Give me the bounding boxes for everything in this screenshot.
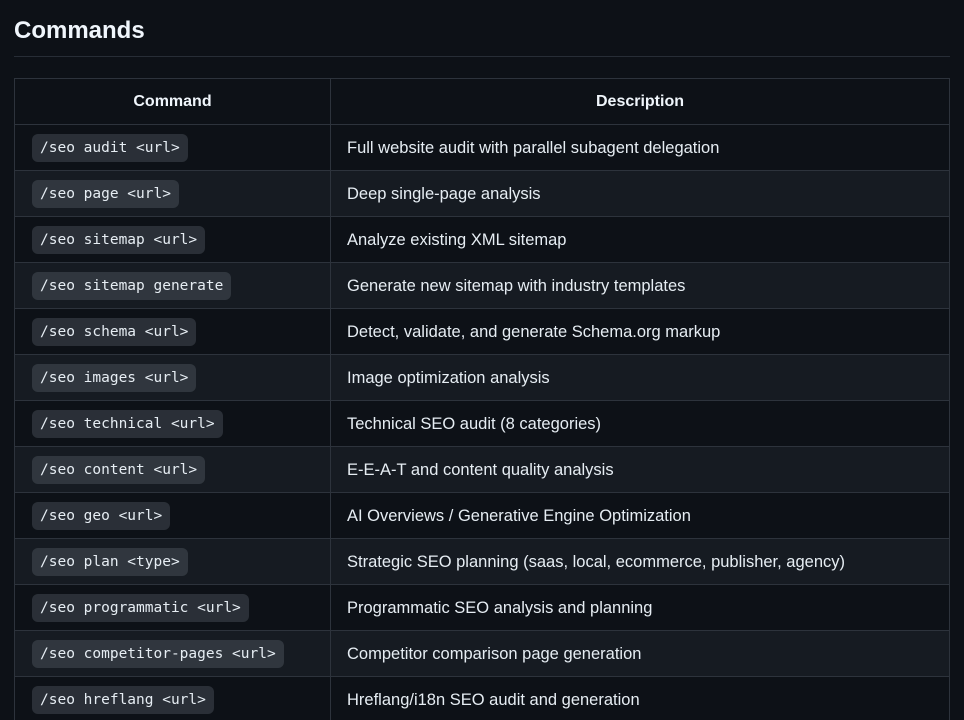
table-row: /seo geo <url> AI Overviews / Generative… — [14, 492, 950, 539]
table-row: /seo technical <url> Technical SEO audit… — [14, 400, 950, 447]
description-cell: Full website audit with parallel subagen… — [330, 124, 950, 171]
column-header-command: Command — [14, 78, 331, 125]
command-cell: /seo audit <url> — [14, 124, 331, 171]
description-cell: Image optimization analysis — [330, 354, 950, 401]
table-header-row: Command Description — [14, 78, 950, 125]
description-cell: Strategic SEO planning (saas, local, eco… — [330, 538, 950, 585]
table-header: Command Description — [14, 78, 950, 125]
command-cell: /seo content <url> — [14, 446, 331, 493]
commands-table: Command Description /seo audit <url> Ful… — [14, 78, 950, 720]
command-code: /seo sitemap <url> — [32, 226, 206, 254]
command-cell: /seo page <url> — [14, 170, 331, 217]
command-code: /seo plan <type> — [32, 548, 188, 576]
command-cell: /seo sitemap <url> — [14, 216, 331, 263]
command-code: /seo programmatic <url> — [32, 594, 249, 622]
command-code: /seo geo <url> — [32, 502, 171, 530]
description-cell: AI Overviews / Generative Engine Optimiz… — [330, 492, 950, 539]
command-code: /seo schema <url> — [32, 318, 197, 346]
description-cell: Generate new sitemap with industry templ… — [330, 262, 950, 309]
command-code: /seo audit <url> — [32, 134, 188, 162]
description-cell: Hreflang/i18n SEO audit and generation — [330, 676, 950, 720]
command-cell: /seo technical <url> — [14, 400, 331, 447]
command-cell: /seo sitemap generate — [14, 262, 331, 309]
command-code: /seo competitor-pages <url> — [32, 640, 284, 668]
description-cell: Technical SEO audit (8 categories) — [330, 400, 950, 447]
command-cell: /seo plan <type> — [14, 538, 331, 585]
table-row: /seo competitor-pages <url> Competitor c… — [14, 630, 950, 677]
command-code: /seo technical <url> — [32, 410, 223, 438]
table-row: /seo content <url> E-E-A-T and content q… — [14, 446, 950, 493]
table-row: /seo hreflang <url> Hreflang/i18n SEO au… — [14, 676, 950, 720]
command-cell: /seo competitor-pages <url> — [14, 630, 331, 677]
table-row: /seo programmatic <url> Programmatic SEO… — [14, 584, 950, 631]
description-cell: Analyze existing XML sitemap — [330, 216, 950, 263]
description-cell: Detect, validate, and generate Schema.or… — [330, 308, 950, 355]
table-row: /seo schema <url> Detect, validate, and … — [14, 308, 950, 355]
command-cell: /seo geo <url> — [14, 492, 331, 539]
table-row: /seo page <url> Deep single-page analysi… — [14, 170, 950, 217]
command-code: /seo sitemap generate — [32, 272, 232, 300]
page-title: Commands — [14, 16, 950, 57]
command-cell: /seo schema <url> — [14, 308, 331, 355]
column-header-description: Description — [330, 78, 950, 125]
table-row: /seo sitemap generate Generate new sitem… — [14, 262, 950, 309]
description-cell: Programmatic SEO analysis and planning — [330, 584, 950, 631]
command-cell: /seo programmatic <url> — [14, 584, 331, 631]
table-row: /seo sitemap <url> Analyze existing XML … — [14, 216, 950, 263]
table-row: /seo images <url> Image optimization ana… — [14, 354, 950, 401]
table-row: /seo plan <type> Strategic SEO planning … — [14, 538, 950, 585]
command-cell: /seo hreflang <url> — [14, 676, 331, 720]
command-cell: /seo images <url> — [14, 354, 331, 401]
description-cell: E-E-A-T and content quality analysis — [330, 446, 950, 493]
description-cell: Deep single-page analysis — [330, 170, 950, 217]
description-cell: Competitor comparison page generation — [330, 630, 950, 677]
command-code: /seo page <url> — [32, 180, 179, 208]
command-code: /seo content <url> — [32, 456, 206, 484]
command-code: /seo images <url> — [32, 364, 197, 392]
table-row: /seo audit <url> Full website audit with… — [14, 124, 950, 171]
command-code: /seo hreflang <url> — [32, 686, 214, 714]
